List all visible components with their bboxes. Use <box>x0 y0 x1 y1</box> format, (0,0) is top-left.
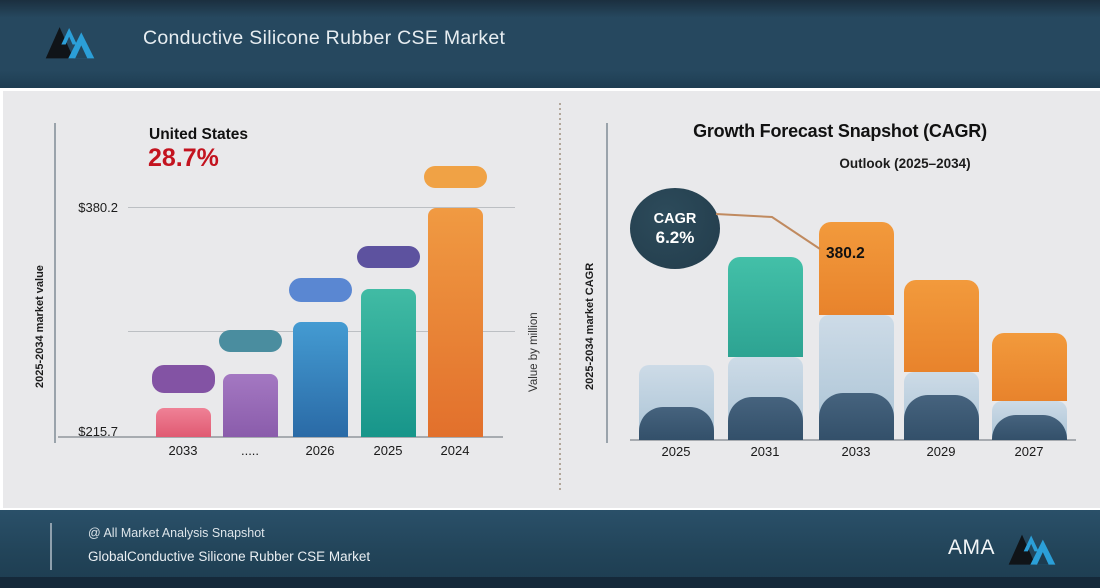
right-chart-base-segment-2025 <box>639 407 714 440</box>
bar-annotation-380: 380.2 <box>826 245 865 262</box>
left-chart-bar-2024 <box>428 208 483 437</box>
region-label: United States <box>149 126 249 143</box>
region-value: 28.7% <box>148 144 219 172</box>
left-chart-baseline <box>58 436 503 438</box>
right-chart-y-axis-label: 2025-2034 market CAGR <box>584 262 596 390</box>
footer-report-title: GlobalConductive Silicone Rubber CSE Mar… <box>88 549 371 564</box>
right-chart-baseline <box>630 439 1076 441</box>
right-chart-x-label-2033: 2033 <box>841 444 871 459</box>
left-chart-cap-2033 <box>152 365 215 393</box>
left-chart-x-label-2033: 2033 <box>168 443 198 458</box>
right-chart-top-segment-2027 <box>992 333 1067 401</box>
left-chart-cap-2024 <box>424 166 487 188</box>
left-chart-x-label-2025: 2025 <box>373 443 403 458</box>
left-chart-x-label-2024: 2024 <box>440 443 470 458</box>
ama-logo-icon <box>45 27 95 59</box>
footer-brand-text: AMA <box>948 536 996 559</box>
panel-divider <box>559 103 561 493</box>
left-chart-cap-2026 <box>289 278 352 302</box>
right-chart-x-label-2025: 2025 <box>661 444 691 459</box>
left-chart-bar-2026 <box>293 322 348 437</box>
right-chart-base-segment-2031 <box>728 397 803 440</box>
right-chart-subtitle: Outlook (2025–2034) <box>839 156 971 171</box>
left-chart-y-axis <box>54 123 56 443</box>
right-chart-y-axis <box>606 123 608 443</box>
cagr-badge-label: CAGR <box>653 210 697 227</box>
footer-bar: @ All Market Analysis Snapshot GlobalCon… <box>0 510 1100 588</box>
right-chart-top-segment-2029 <box>904 280 979 372</box>
left-chart-y-axis-label: 2025-2034 market value <box>34 265 46 388</box>
left-chart-bar-2033 <box>156 408 211 437</box>
left-chart-bar-2025 <box>361 289 416 437</box>
left-chart-x-label-2026: 2026 <box>305 443 335 458</box>
value-by-million-label: Value by million <box>528 312 540 392</box>
left-chart-cap-..... <box>219 330 282 352</box>
footer-bottom-strip <box>0 577 1100 588</box>
footer-divider-line <box>50 523 52 570</box>
right-chart-title: Growth Forecast Snapshot (CAGR) <box>693 121 987 141</box>
right-chart-x-label-2031: 2031 <box>750 444 780 459</box>
right-chart-base-segment-2033 <box>819 393 894 440</box>
page-title: Conductive Silicone Rubber CSE Market <box>143 27 506 49</box>
left-chart-tick-bottom: $215.7 <box>78 424 118 439</box>
header-bar: Conductive Silicone Rubber CSE Market <box>0 0 1100 88</box>
right-chart-top-segment-2031 <box>728 257 803 357</box>
right-chart-base-segment-2027 <box>992 415 1067 440</box>
right-chart-top-segment-2033 <box>819 222 894 315</box>
left-chart-x-label-.....: ..... <box>240 443 260 458</box>
left-chart-bar-..... <box>223 374 278 437</box>
left-chart-gridline-top <box>128 207 515 208</box>
right-chart-base-segment-2029 <box>904 395 979 440</box>
right-chart-x-label-2029: 2029 <box>926 444 956 459</box>
cagr-badge: CAGR 6.2% <box>630 188 720 269</box>
left-chart-cap-2025 <box>357 246 420 268</box>
left-chart-tick-top: $380.2 <box>78 200 118 215</box>
ama-logo-icon-footer <box>1008 534 1056 565</box>
cagr-badge-value: 6.2% <box>655 227 695 247</box>
footer-source-text: @ All Market Analysis Snapshot <box>88 526 265 540</box>
right-chart-x-label-2027: 2027 <box>1014 444 1044 459</box>
